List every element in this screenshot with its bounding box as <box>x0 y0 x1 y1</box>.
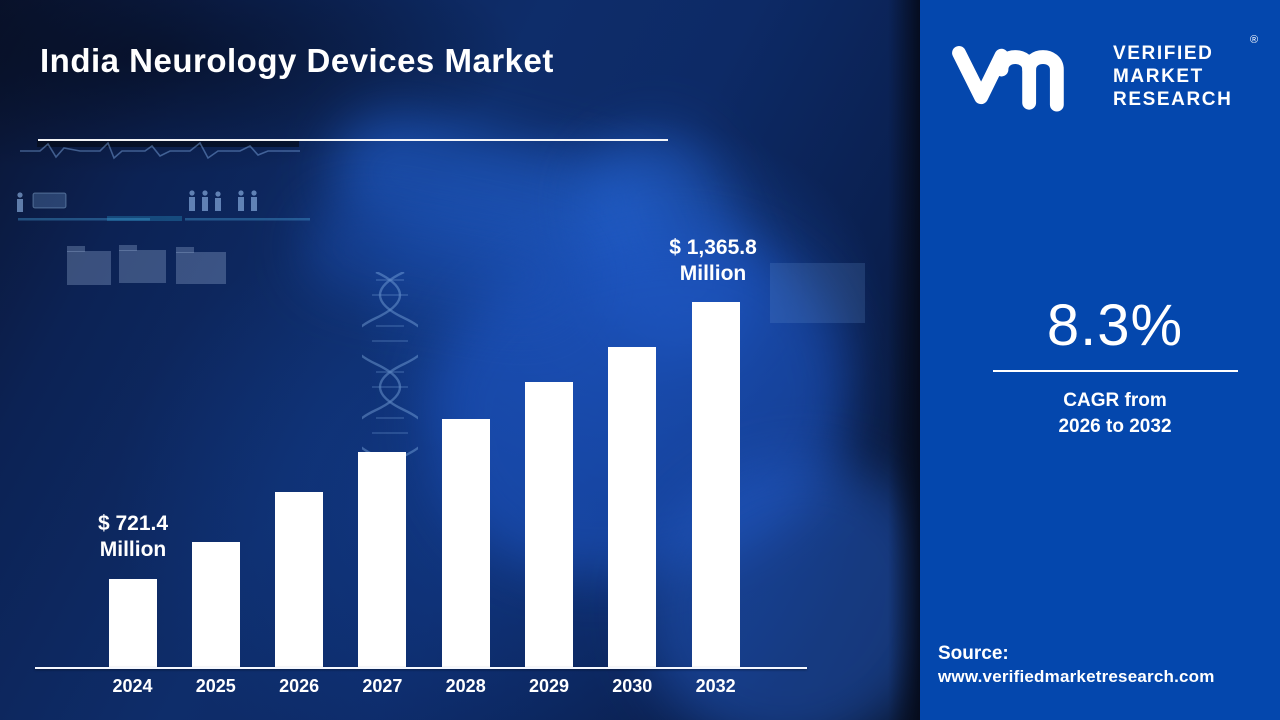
cagr-caption-line: 2026 to 2032 <box>1058 416 1172 437</box>
vmr-logo-icon <box>952 46 1064 112</box>
cagr-stat: 8.3% CAGR from 2026 to 2032 <box>975 294 1255 440</box>
bar-2025 <box>191 542 240 669</box>
stat-divider <box>992 370 1238 372</box>
bar-2032 <box>691 302 740 669</box>
data-label-line: $ 721.4 <box>97 512 169 535</box>
brand-name: VERIFIED MARKET RESEARCH <box>1113 42 1232 111</box>
data-label-2024: $ 721.4 Million <box>53 511 213 563</box>
x-tick-2024: 2024 <box>112 676 153 696</box>
x-tick-2026: 2026 <box>279 676 320 696</box>
title-underline <box>38 139 668 141</box>
chart-panel: India Neurology Devices Market 2024 2025 2… <box>0 0 920 720</box>
x-tick-2025: 2025 <box>195 676 236 696</box>
source-url: www.verifiedmarketresearch.com <box>938 667 1215 686</box>
x-axis-line <box>35 667 807 669</box>
brand-name-line: VERIFIED <box>1113 43 1214 64</box>
bar-2030 <box>608 347 657 669</box>
bar-2024 <box>108 579 157 669</box>
bar-2028 <box>441 419 490 669</box>
data-label-2032: $ 1,365.8 Million <box>633 235 793 287</box>
registered-trademark-icon: ® <box>1250 34 1259 46</box>
cagr-caption: CAGR from 2026 to 2032 <box>975 388 1255 440</box>
x-tick-2032: 2032 <box>695 676 736 696</box>
source-label: Source: <box>938 643 1009 664</box>
data-label-line: $ 1,365.8 <box>669 236 757 259</box>
bar-2029 <box>525 382 573 669</box>
brand-name-line: RESEARCH <box>1113 89 1233 110</box>
source-block: Source: www.verifiedmarketresearch.com <box>938 642 1215 688</box>
cagr-caption-line: CAGR from <box>1063 390 1167 411</box>
panel-edge-shade <box>888 0 920 720</box>
brand-name-line: MARKET <box>1113 66 1204 87</box>
bar-2026 <box>275 492 324 669</box>
data-label-line: Million <box>99 538 167 561</box>
x-tick-2030: 2030 <box>612 676 653 696</box>
sidebar: VERIFIED MARKET RESEARCH ® 8.3% CAGR fro… <box>920 0 1280 720</box>
cagr-value: 8.3% <box>1046 293 1184 358</box>
x-tick-2029: 2029 <box>528 676 570 696</box>
page-title: India Neurology Devices Market <box>40 42 554 79</box>
x-tick-2027: 2027 <box>362 676 403 696</box>
bar-2027 <box>358 452 407 669</box>
bar-chart: 2024 2025 2026 2027 2028 2029 2030 2032 <box>35 0 810 720</box>
data-label-line: Million <box>679 262 747 285</box>
x-tick-2028: 2028 <box>445 676 486 696</box>
